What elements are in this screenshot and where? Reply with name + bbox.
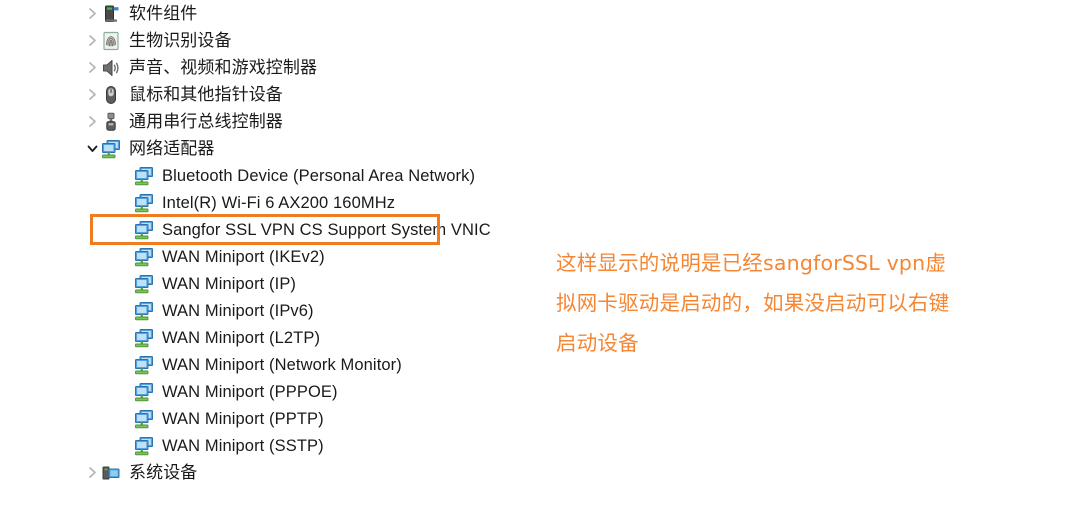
tree-item-label: 通用串行总线控制器 (129, 111, 283, 131)
network-adapter-icon (100, 138, 122, 160)
tree-item-label: WAN Miniport (PPPOE) (162, 382, 338, 401)
usb-controller-icon (100, 111, 122, 133)
tree-item-label: 鼠标和其他指针设备 (129, 84, 283, 104)
network-adapter-icon (133, 273, 155, 295)
annotation-line: 启动设备 (556, 331, 639, 355)
tree-item[interactable]: Intel(R) Wi-Fi 6 AX200 160MHz (0, 189, 560, 216)
annotation-line: 这样显示的说明是已经sangforSSL vpn虚 (556, 251, 947, 275)
tree-item[interactable]: WAN Miniport (PPPOE) (0, 378, 560, 405)
mouse-icon (100, 84, 122, 106)
biometric-device-icon (100, 30, 122, 52)
tree-item-label: 声音、视频和游戏控制器 (129, 57, 318, 77)
sound-video-game-controller-icon (100, 57, 122, 79)
tree-item[interactable]: 通用串行总线控制器 (0, 108, 560, 135)
tree-item[interactable]: WAN Miniport (Network Monitor) (0, 351, 560, 378)
tree-item-label: WAN Miniport (IPv6) (162, 301, 314, 320)
tree-item-label: 软件组件 (129, 3, 198, 23)
tree-item-label: WAN Miniport (Network Monitor) (162, 355, 402, 374)
tree-item[interactable]: WAN Miniport (SSTP) (0, 432, 560, 459)
network-adapter-icon (133, 192, 155, 214)
annotation-text: 这样显示的说明是已经sangforSSL vpn虚 拟网卡驱动是启动的，如果没启动… (556, 243, 1036, 363)
annotation-line: 拟网卡驱动是启动的，如果没启动可以右键 (556, 291, 950, 315)
chevron-right-icon[interactable] (84, 459, 100, 486)
tree-item[interactable]: 软件组件 (0, 0, 560, 27)
tree-item[interactable]: WAN Miniport (L2TP) (0, 324, 560, 351)
tree-item[interactable]: 网络适配器 (0, 135, 560, 162)
network-adapter-icon (133, 300, 155, 322)
tree-item[interactable]: 系统设备 (0, 459, 560, 486)
tree-item-label: 网络适配器 (129, 138, 215, 158)
network-adapter-icon (133, 354, 155, 376)
network-adapter-icon (133, 327, 155, 349)
network-adapter-icon (133, 435, 155, 457)
chevron-right-icon[interactable] (84, 108, 100, 135)
tree-item[interactable]: WAN Miniport (IKEv2) (0, 243, 560, 270)
tree-item-label: WAN Miniport (IP) (162, 274, 297, 293)
tree-item-label: 系统设备 (129, 462, 198, 482)
network-adapter-icon (133, 219, 155, 241)
device-manager-tree[interactable]: 软件组件 生物识别设备 声音、视频和游戏控制器 鼠标和其他指针设备 (0, 0, 560, 516)
chevron-right-icon[interactable] (84, 0, 100, 27)
network-adapter-icon (133, 381, 155, 403)
network-adapter-icon (133, 246, 155, 268)
chevron-down-icon[interactable] (84, 135, 100, 162)
tree-item-label: 生物识别设备 (129, 30, 232, 50)
tree-item[interactable]: WAN Miniport (IPv6) (0, 297, 560, 324)
tree-item[interactable]: Sangfor SSL VPN CS Support System VNIC (0, 216, 560, 243)
tree-item-label: WAN Miniport (IKEv2) (162, 247, 325, 266)
tree-item[interactable]: Bluetooth Device (Personal Area Network) (0, 162, 560, 189)
tree-item-label: WAN Miniport (L2TP) (162, 328, 321, 347)
chevron-right-icon[interactable] (84, 27, 100, 54)
software-component-icon (100, 3, 122, 25)
tree-item-label: WAN Miniport (SSTP) (162, 436, 324, 455)
tree-item[interactable]: WAN Miniport (PPTP) (0, 405, 560, 432)
tree-item-label: Bluetooth Device (Personal Area Network) (162, 166, 476, 185)
tree-item[interactable]: 声音、视频和游戏控制器 (0, 54, 560, 81)
tree-item[interactable]: 鼠标和其他指针设备 (0, 81, 560, 108)
system-device-icon (100, 462, 122, 484)
tree-item[interactable]: 生物识别设备 (0, 27, 560, 54)
tree-item-label: Sangfor SSL VPN CS Support System VNIC (162, 220, 491, 239)
network-adapter-icon (133, 408, 155, 430)
tree-item-label: WAN Miniport (PPTP) (162, 409, 324, 428)
chevron-right-icon[interactable] (84, 81, 100, 108)
tree-item[interactable]: WAN Miniport (IP) (0, 270, 560, 297)
tree-item-label: Intel(R) Wi-Fi 6 AX200 160MHz (162, 193, 396, 212)
chevron-right-icon[interactable] (84, 54, 100, 81)
network-adapter-icon (133, 165, 155, 187)
